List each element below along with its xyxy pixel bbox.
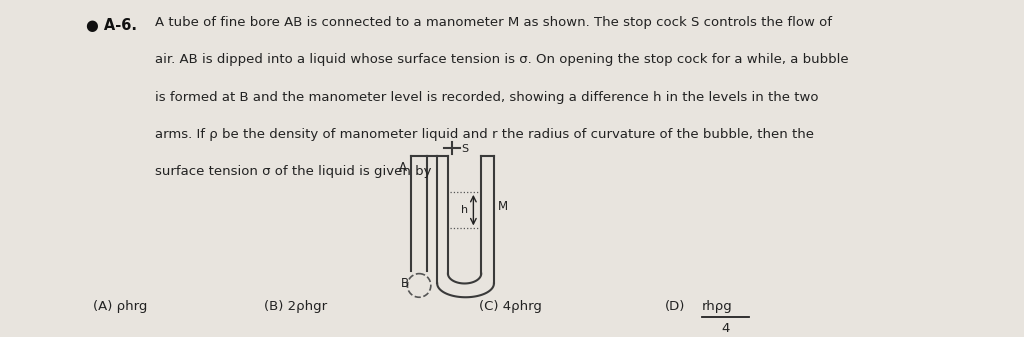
Text: ● A-6.: ● A-6. bbox=[86, 18, 137, 33]
Text: (C) 4ρhrg: (C) 4ρhrg bbox=[479, 300, 542, 313]
Text: A tube of fine bore AB is connected to a manometer M as shown. The stop cock S c: A tube of fine bore AB is connected to a… bbox=[155, 16, 831, 29]
Text: B: B bbox=[400, 277, 409, 290]
Text: surface tension σ of the liquid is given by: surface tension σ of the liquid is given… bbox=[155, 165, 431, 178]
Text: arms. If ρ be the density of manometer liquid and r the radius of curvature of t: arms. If ρ be the density of manometer l… bbox=[155, 128, 813, 141]
Text: rhρg: rhρg bbox=[702, 300, 733, 313]
Text: 4: 4 bbox=[722, 322, 730, 335]
Text: h: h bbox=[462, 205, 469, 215]
Text: (D): (D) bbox=[665, 300, 685, 313]
Text: air. AB is dipped into a liquid whose surface tension is σ. On opening the stop : air. AB is dipped into a liquid whose su… bbox=[155, 53, 848, 66]
Text: M: M bbox=[498, 200, 508, 213]
Text: is formed at B and the manometer level is recorded, showing a difference h in th: is formed at B and the manometer level i… bbox=[155, 91, 818, 103]
Text: S: S bbox=[462, 144, 469, 154]
Text: A: A bbox=[399, 161, 407, 175]
Text: (B) 2ρhgr: (B) 2ρhgr bbox=[264, 300, 328, 313]
Text: (A) ρhrg: (A) ρhrg bbox=[93, 300, 147, 313]
